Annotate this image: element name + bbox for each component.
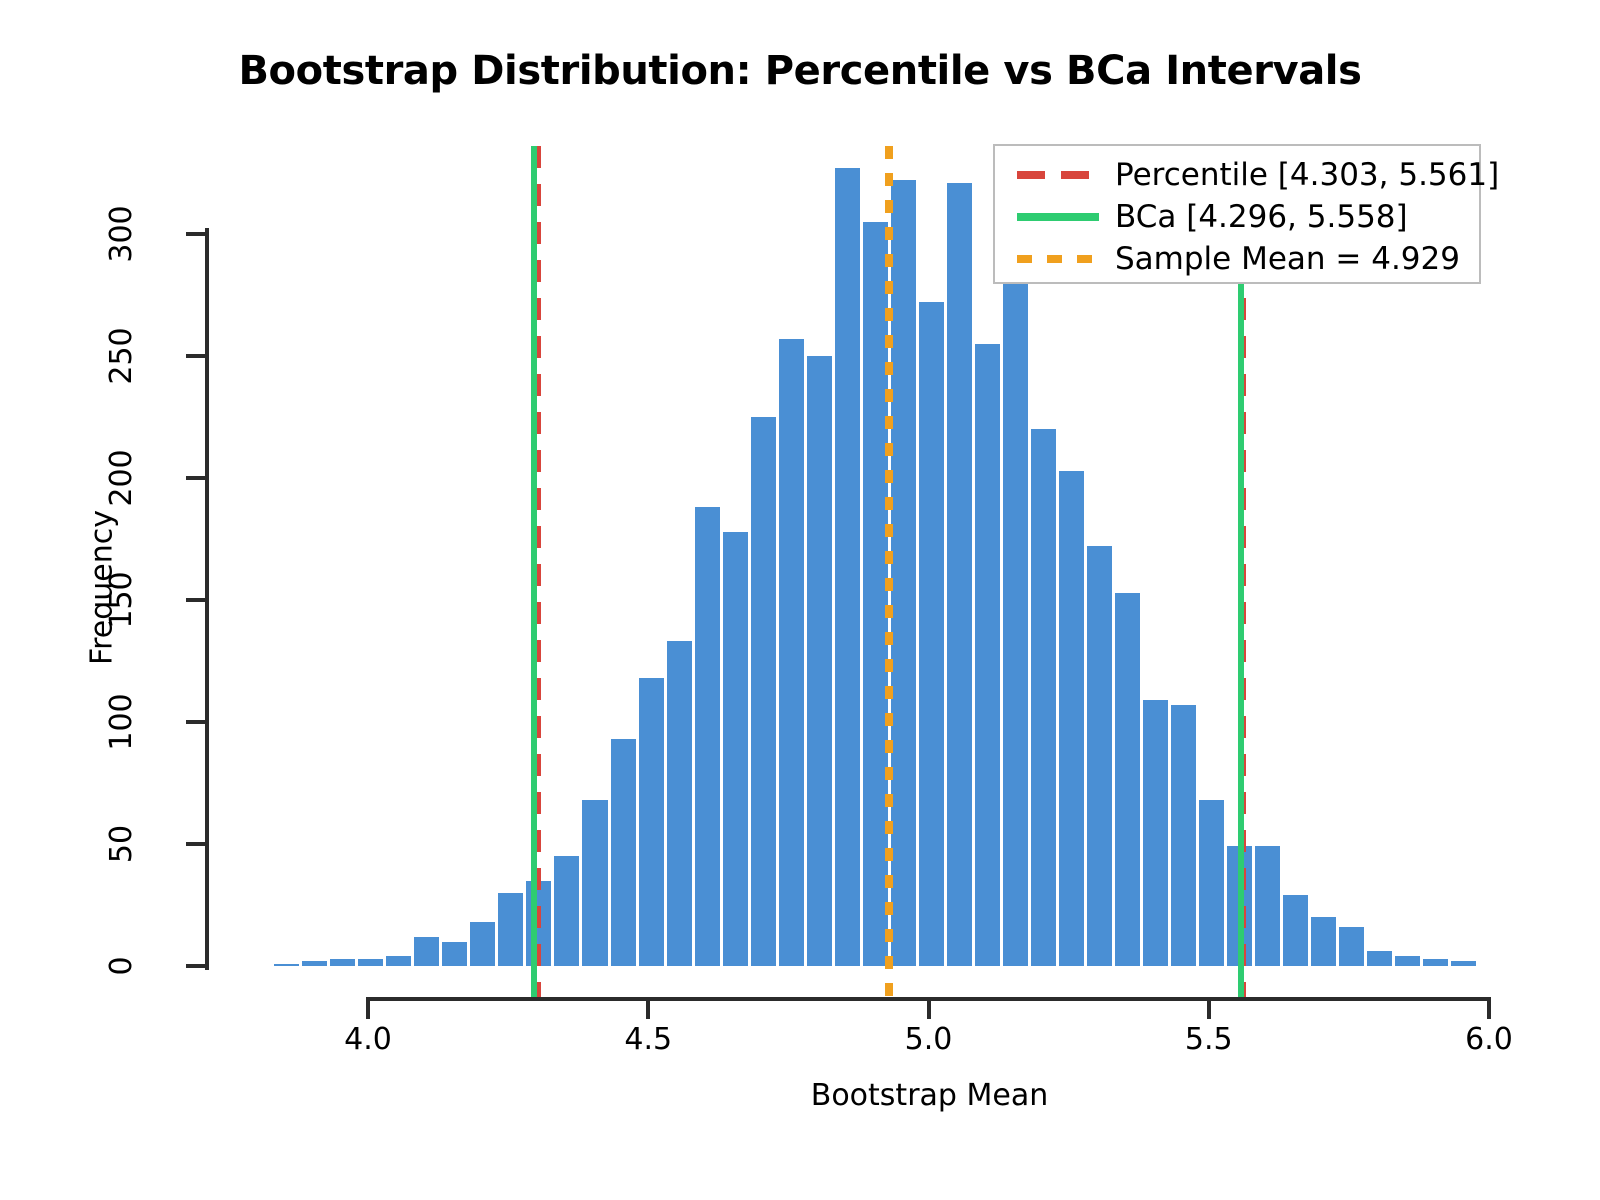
histogram-bar <box>694 507 720 966</box>
legend-item[interactable]: Percentile [4.303, 5.561] <box>995 154 1499 196</box>
legend-item[interactable]: BCa [4.296, 5.558] <box>995 196 1479 238</box>
x-axis-tick-label: 5.5 <box>1184 1022 1233 1057</box>
page-title: Bootstrap Distribution: Percentile vs BC… <box>238 48 1362 94</box>
histogram-bar <box>1423 958 1449 966</box>
histogram-bar <box>1255 846 1281 966</box>
bca-lower-line <box>530 146 537 1000</box>
legend-item-label: Sample Mean = 4.929 <box>1115 240 1460 277</box>
histogram-bar <box>470 922 496 966</box>
legend-item-label: Percentile [4.303, 5.561] <box>1115 156 1500 193</box>
histogram-bar <box>1395 956 1421 966</box>
histogram-bar <box>1142 700 1168 966</box>
histogram-bar <box>498 892 524 966</box>
histogram-bar <box>330 958 356 966</box>
legend-item[interactable]: Sample Mean = 4.929 <box>995 238 1479 280</box>
histogram-bar <box>666 641 692 966</box>
y-axis-tick-label: 50 <box>104 824 139 864</box>
histogram-bar <box>302 961 328 966</box>
histogram-bar <box>918 302 944 966</box>
histogram-bar <box>890 180 916 966</box>
y-axis-tick-label: 0 <box>104 956 139 976</box>
histogram-bar <box>554 856 580 966</box>
histogram-bar <box>414 936 440 966</box>
histogram-bar <box>974 343 1000 966</box>
histogram-bar <box>806 356 832 966</box>
x-axis-tick-label: 4.0 <box>344 1022 392 1057</box>
histogram-bar <box>1199 800 1225 966</box>
histogram-bar <box>638 678 664 966</box>
y-axis-tick <box>186 598 206 602</box>
y-axis-tick <box>186 720 206 724</box>
y-axis-tick <box>186 476 206 480</box>
y-axis-tick <box>186 354 206 358</box>
legend-item-label: BCa [4.296, 5.558] <box>1115 198 1408 235</box>
x-axis-tick <box>1487 997 1491 1019</box>
x-axis-tick <box>366 997 370 1019</box>
histogram-bar <box>582 800 608 966</box>
legend-line-icon <box>1017 160 1099 190</box>
legend-line-icon <box>1017 202 1099 232</box>
histogram-bar <box>946 182 972 966</box>
chart-legend: Percentile [4.303, 5.561] BCa [4.296, 5.5… <box>993 144 1499 284</box>
histogram-bar <box>274 963 300 966</box>
histogram-bar <box>834 168 860 966</box>
histogram-bar <box>1339 926 1365 966</box>
y-axis-tick-label: 300 <box>104 205 139 263</box>
x-axis-tick <box>926 997 931 1019</box>
histogram-bar <box>1171 704 1197 966</box>
histogram-bar <box>1451 961 1477 966</box>
histogram-bar <box>1002 282 1028 966</box>
sample-mean-line <box>884 146 893 1000</box>
histogram-bar <box>358 958 384 966</box>
x-axis-tick-label: 6.0 <box>1465 1022 1513 1057</box>
histogram-bar <box>722 531 748 966</box>
histogram-bar <box>1058 470 1084 966</box>
x-axis-tick <box>646 997 651 1019</box>
legend-line-icon <box>1017 244 1099 274</box>
histogram-bar <box>1367 951 1393 966</box>
histogram-bar <box>1030 429 1056 966</box>
x-axis-tick-label: 4.5 <box>624 1022 673 1057</box>
histogram-bar <box>610 739 636 966</box>
bca-upper-line <box>1238 146 1245 1000</box>
x-axis-title: Bootstrap Mean <box>810 1078 1049 1113</box>
y-axis-tick <box>186 964 206 968</box>
y-axis-tick <box>186 232 206 236</box>
x-axis-tick-label: 5.0 <box>904 1022 953 1057</box>
y-axis-tick-label: 250 <box>104 327 139 385</box>
y-axis-title: Frequency <box>84 510 120 665</box>
histogram-bar <box>750 417 776 966</box>
histogram-bar <box>1311 917 1337 966</box>
y-axis-tick <box>186 842 206 846</box>
percentile-lower-line <box>534 146 541 1000</box>
histogram-bar <box>1283 895 1309 966</box>
y-axis-line <box>205 228 209 970</box>
x-axis-tick <box>1206 997 1211 1019</box>
histogram-bar <box>862 221 888 966</box>
histogram-bar <box>442 941 468 966</box>
histogram-bar <box>778 338 804 966</box>
histogram-bar <box>1086 546 1112 966</box>
histogram-bar <box>386 956 412 966</box>
histogram-bar <box>1114 592 1140 966</box>
